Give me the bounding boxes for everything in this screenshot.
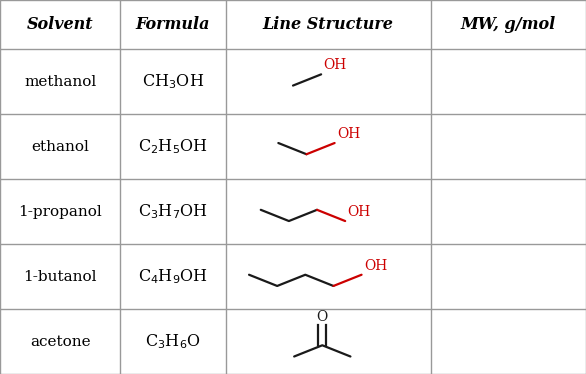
Text: C$_2$H$_5$OH: C$_2$H$_5$OH bbox=[138, 137, 208, 156]
Text: Solvent: Solvent bbox=[27, 16, 93, 33]
Text: OH: OH bbox=[347, 205, 371, 219]
Text: ethanol: ethanol bbox=[31, 140, 89, 154]
Text: OH: OH bbox=[364, 259, 387, 273]
Text: Formula: Formula bbox=[135, 16, 210, 33]
Text: acetone: acetone bbox=[30, 334, 90, 349]
Text: methanol: methanol bbox=[24, 75, 96, 89]
Text: OH: OH bbox=[337, 127, 360, 141]
Text: O: O bbox=[316, 310, 328, 324]
Text: 1-propanol: 1-propanol bbox=[18, 205, 102, 219]
Text: MW, g/mol: MW, g/mol bbox=[461, 16, 556, 33]
Text: CH$_3$OH: CH$_3$OH bbox=[142, 73, 204, 91]
Text: OH: OH bbox=[323, 58, 347, 73]
Text: C$_3$H$_7$OH: C$_3$H$_7$OH bbox=[138, 202, 208, 221]
Text: C$_3$H$_6$O: C$_3$H$_6$O bbox=[145, 332, 201, 351]
Text: C$_4$H$_9$OH: C$_4$H$_9$OH bbox=[138, 267, 208, 286]
Text: 1-butanol: 1-butanol bbox=[23, 270, 97, 283]
Text: Line Structure: Line Structure bbox=[263, 16, 394, 33]
